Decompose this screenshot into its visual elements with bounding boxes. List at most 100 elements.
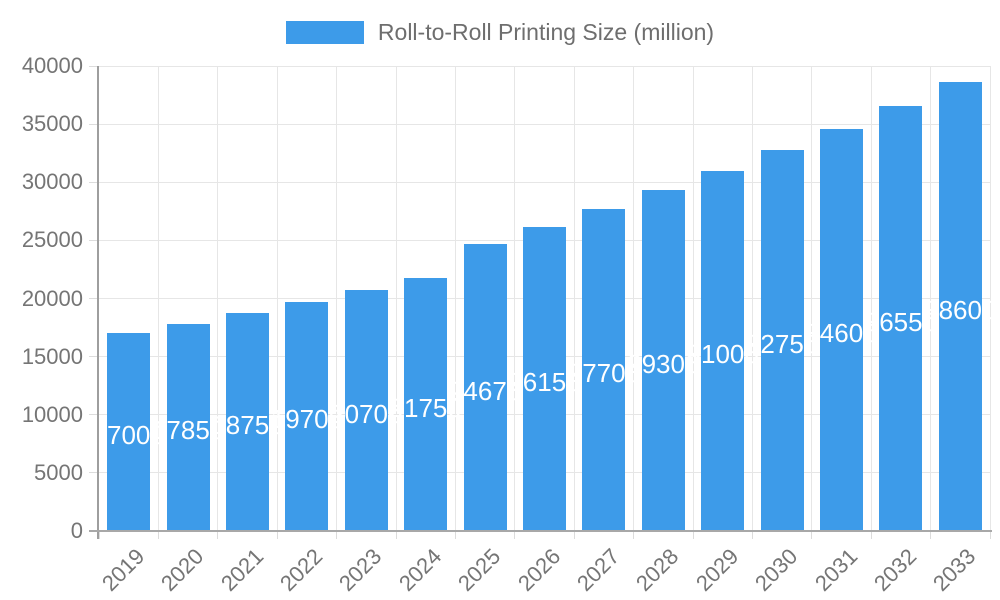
x-axis-tick xyxy=(157,531,159,539)
x-axis-line xyxy=(89,530,992,532)
gridline-v xyxy=(930,66,932,531)
plot-area: 0 5000 10000 15000 20000 25000 30000 35000 40000… xyxy=(22,55,997,596)
x-tick-label: 2021 xyxy=(215,543,268,596)
x-axis-tick xyxy=(217,531,219,539)
gridline-v xyxy=(573,66,575,531)
y-tick-label: 10000 xyxy=(21,401,83,427)
gridline-v xyxy=(633,66,635,531)
y-axis-tick xyxy=(89,356,97,358)
x-tick-label: 2019 xyxy=(96,543,149,596)
gridline-v xyxy=(514,66,516,531)
bar-value-label: 31000 xyxy=(686,338,759,369)
bar-value-label: 36550 xyxy=(864,306,938,337)
x-axis-tick xyxy=(514,531,516,539)
legend: Roll-to-Roll Printing Size (million) xyxy=(0,16,1000,48)
bar[interactable] xyxy=(641,190,685,531)
x-tick-label: 2026 xyxy=(512,543,565,596)
bar[interactable] xyxy=(879,106,923,531)
bar-value-label: 20700 xyxy=(330,398,403,429)
gridline-v xyxy=(336,66,338,531)
y-tick-label: 40000 xyxy=(21,53,83,78)
x-axis-tick xyxy=(811,531,813,539)
y-axis-tick xyxy=(89,472,97,474)
bar-value-label: 17000 xyxy=(92,420,165,451)
bar[interactable] xyxy=(166,323,210,531)
y-axis-tick xyxy=(89,123,97,125)
legend-swatch xyxy=(285,20,364,44)
x-axis-tick xyxy=(692,531,694,539)
y-tick-label: 0 xyxy=(70,518,83,543)
bar[interactable] xyxy=(760,150,804,531)
gridline-v xyxy=(395,66,397,531)
gridline-v xyxy=(692,66,694,531)
x-axis-tick xyxy=(276,531,278,539)
bar[interactable] xyxy=(701,170,745,531)
bar-value-label: 19700 xyxy=(270,404,344,435)
gridline-v xyxy=(811,66,813,531)
bar[interactable] xyxy=(582,209,626,531)
bar[interactable] xyxy=(463,244,507,531)
x-tick-label: 2020 xyxy=(156,543,209,596)
gridline-v xyxy=(454,66,456,531)
x-axis-tick xyxy=(336,531,338,539)
y-tick-label: 25000 xyxy=(21,227,83,253)
bar[interactable] xyxy=(344,290,388,531)
y-tick-label: 35000 xyxy=(21,111,83,137)
y-axis-tick xyxy=(89,181,97,183)
x-tick-label: 2028 xyxy=(631,543,684,596)
bar-value-label: 29300 xyxy=(627,348,700,379)
bar[interactable] xyxy=(285,302,329,531)
x-axis-tick xyxy=(98,531,100,539)
x-tick-label: 2029 xyxy=(690,543,743,596)
x-axis-tick xyxy=(573,531,575,539)
bar[interactable] xyxy=(226,313,269,531)
x-axis-tick xyxy=(930,531,932,539)
y-axis-tick xyxy=(89,65,97,67)
x-tick-label: 2025 xyxy=(453,543,506,596)
bar[interactable] xyxy=(404,278,448,531)
bar[interactable] xyxy=(107,333,151,531)
bar-value-label: 26150 xyxy=(508,367,581,397)
bar-value-label: 32750 xyxy=(745,328,819,359)
y-axis-tick xyxy=(89,298,97,299)
x-axis-tick xyxy=(395,531,397,539)
y-tick-label: 20000 xyxy=(21,285,83,311)
y-tick-label: 15000 xyxy=(21,343,83,369)
gridline-h xyxy=(99,181,990,183)
bar-value-label: 38600 xyxy=(924,294,997,325)
x-axis-tick xyxy=(751,531,753,539)
x-tick-label: 2027 xyxy=(571,543,625,596)
gridline-v xyxy=(157,66,159,531)
x-axis-tick xyxy=(989,531,991,539)
gridline-v xyxy=(276,66,278,531)
gridline-v xyxy=(989,66,991,531)
bar-value-label: 27700 xyxy=(567,357,641,388)
legend-label: Roll-to-Roll Printing Size (million) xyxy=(377,18,715,45)
x-tick-label: 2032 xyxy=(868,543,922,596)
legend-item[interactable]: Roll-to-Roll Printing Size (million) xyxy=(285,18,715,46)
gridline-h xyxy=(99,65,990,67)
x-tick-label: 2024 xyxy=(393,543,446,596)
x-tick-label: 2023 xyxy=(334,543,387,596)
bar-value-label: 17850 xyxy=(151,415,225,446)
x-tick-label: 2031 xyxy=(809,543,862,596)
bar-value-label: 34600 xyxy=(805,317,878,348)
bar[interactable] xyxy=(938,82,982,531)
x-tick-label: 2030 xyxy=(750,543,803,596)
bar[interactable] xyxy=(523,227,566,531)
y-tick-label: 30000 xyxy=(21,169,83,195)
x-axis-tick xyxy=(454,531,456,539)
x-axis-tick xyxy=(870,531,872,539)
bar-value-label: 18750 xyxy=(211,410,284,441)
gridline-v xyxy=(751,66,753,531)
gridline-v xyxy=(217,66,219,531)
x-tick-label: 2022 xyxy=(274,543,328,596)
y-tick-label: 5000 xyxy=(34,459,83,485)
bar[interactable] xyxy=(820,128,863,531)
bar-value-label: 21750 xyxy=(389,392,462,423)
y-axis-line xyxy=(97,66,99,539)
y-axis-tick xyxy=(89,414,97,416)
x-axis-tick xyxy=(633,531,635,539)
y-axis-tick xyxy=(89,239,97,241)
gridline-v xyxy=(870,66,872,531)
